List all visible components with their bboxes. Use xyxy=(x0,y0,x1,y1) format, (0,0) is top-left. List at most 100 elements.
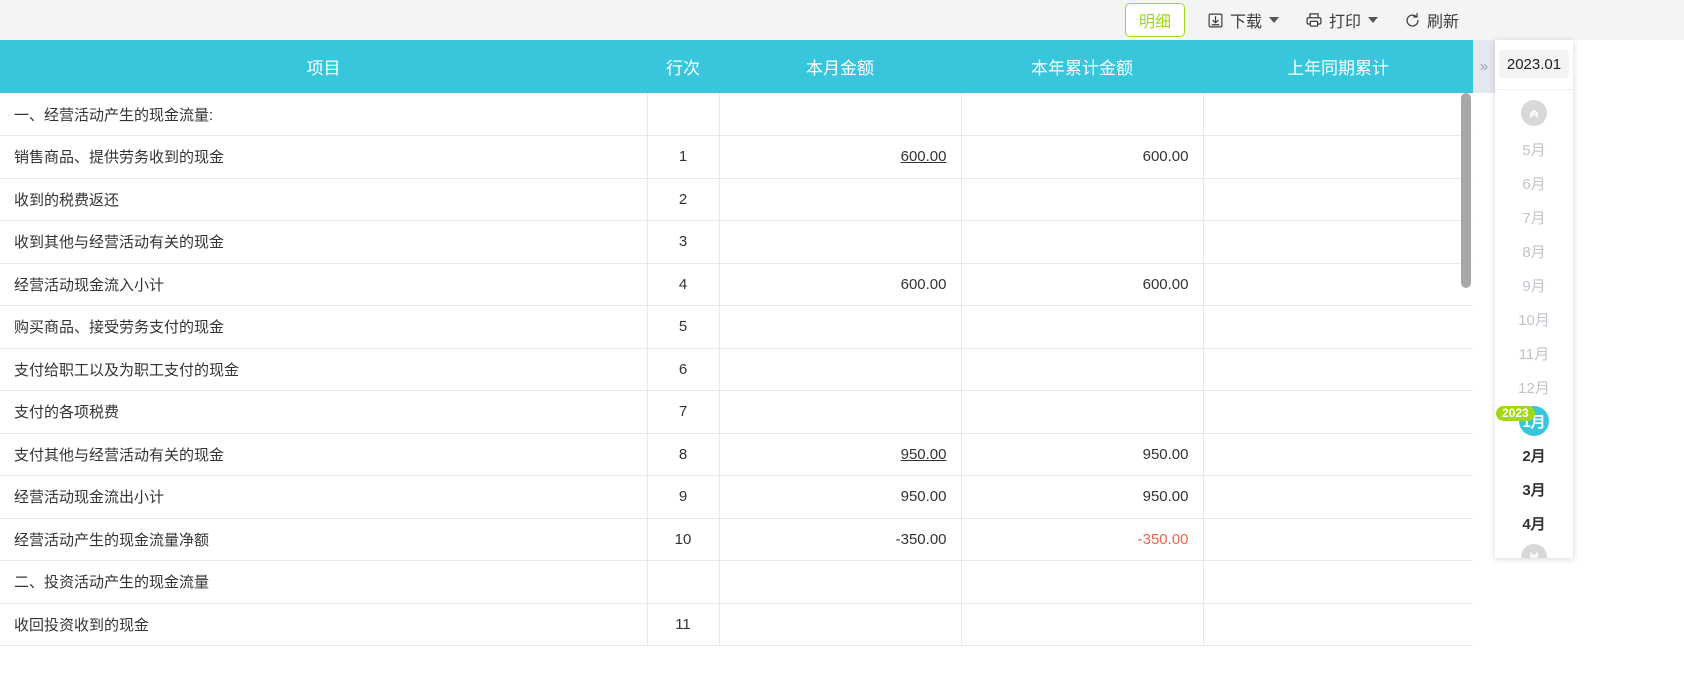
month-item-7月[interactable]: 7月 xyxy=(1495,200,1573,234)
column-header-line-no[interactable]: 行次 xyxy=(647,40,719,93)
cell-ytd-amount xyxy=(961,305,1204,349)
month-label: 11月 xyxy=(1518,345,1550,363)
month-item-1月[interactable]: 2023 1月 xyxy=(1495,404,1573,438)
table-row[interactable]: 经营活动现金流入小计 4 600.00 600.00 xyxy=(0,263,1473,306)
cell-ytd-amount: 600.00 xyxy=(961,263,1204,306)
cell-prev-year-amount xyxy=(1203,518,1473,561)
refresh-button[interactable]: 刷新 xyxy=(1404,8,1459,32)
cell-month-amount[interactable]: 950.00 xyxy=(719,433,962,476)
refresh-icon xyxy=(1404,12,1421,29)
month-item-4月[interactable]: 4月 xyxy=(1495,506,1573,540)
cell-ytd-amount: 600.00 xyxy=(961,135,1204,179)
month-list[interactable]: 5月 6月 7月 8月 9月 10月 11月 12月 2023 1月 2月 3月 4月 xyxy=(1495,90,1573,558)
cell-line-no: 8 xyxy=(647,433,720,476)
table-row[interactable]: 收回投资收到的现金 11 xyxy=(0,603,1473,646)
month-label: 4月 xyxy=(1522,515,1546,533)
table-row[interactable]: 支付其他与经营活动有关的现金 8 950.00 950.00 xyxy=(0,433,1473,476)
cell-prev-year-amount xyxy=(1203,390,1473,434)
column-header-item[interactable]: 项目 xyxy=(0,40,647,93)
period-input[interactable] xyxy=(1499,50,1569,78)
cell-month-amount xyxy=(719,603,962,646)
table-row[interactable]: 经营活动产生的现金流量净额 10 -350.00 -350.00 xyxy=(0,518,1473,561)
amount-link[interactable]: 600.00 xyxy=(900,148,947,166)
cell-ytd-amount xyxy=(961,390,1204,434)
month-label: 5月 xyxy=(1522,141,1546,159)
report-toolbar: 明细 下载 打印 xyxy=(0,0,1684,40)
cell-prev-year-amount xyxy=(1203,220,1473,264)
download-label: 下载 xyxy=(1229,14,1262,31)
year-badge: 2023 xyxy=(1496,406,1535,421)
report-table-container[interactable]: 项目 行次 本月金额 本年累计金额 上年同期累计 一、经营活动产生的现金流量: 销… xyxy=(0,40,1473,693)
collapse-period-panel-button[interactable]: » xyxy=(1473,40,1495,93)
amount-link[interactable]: 950.00 xyxy=(900,445,947,463)
month-item-5月[interactable]: 5月 xyxy=(1495,132,1573,166)
download-menu-button[interactable]: 下载 xyxy=(1207,8,1279,32)
table-row[interactable]: 支付的各项税费 7 xyxy=(0,390,1473,434)
table-header-row: 项目 行次 本月金额 本年累计金额 上年同期累计 xyxy=(0,40,1473,93)
cell-item: 收回投资收到的现金 xyxy=(0,603,648,646)
month-item-9月[interactable]: 9月 xyxy=(1495,268,1573,302)
table-row[interactable]: 支付给职工以及为职工支付的现金 6 xyxy=(0,348,1473,391)
month-item-8月[interactable]: 8月 xyxy=(1495,234,1573,268)
month-label: 6月 xyxy=(1522,175,1546,193)
cell-line-no xyxy=(647,93,720,136)
cell-item: 销售商品、提供劳务收到的现金 xyxy=(0,135,648,179)
cash-flow-table: 项目 行次 本月金额 本年累计金额 上年同期累计 一、经营活动产生的现金流量: 销… xyxy=(0,40,1473,646)
cell-month-amount: 950.00 xyxy=(719,475,962,519)
table-row[interactable]: 收到其他与经营活动有关的现金 3 xyxy=(0,220,1473,264)
printer-icon xyxy=(1305,11,1323,29)
cell-prev-year-amount xyxy=(1203,263,1473,306)
period-divider xyxy=(1495,89,1573,90)
cell-line-no: 5 xyxy=(647,305,720,349)
cell-line-no: 2 xyxy=(647,178,720,221)
month-item-6月[interactable]: 6月 xyxy=(1495,166,1573,200)
cell-line-no: 10 xyxy=(647,518,720,561)
month-item-2月[interactable]: 2月 xyxy=(1495,438,1573,472)
cell-ytd-amount: 950.00 xyxy=(961,433,1204,476)
month-item-10月[interactable]: 10月 xyxy=(1495,302,1573,336)
month-label: 12月 xyxy=(1518,379,1550,397)
column-header-prev-year[interactable]: 上年同期累计 xyxy=(1203,40,1473,93)
table-vertical-scrollbar[interactable] xyxy=(1461,93,1471,693)
cell-line-no: 7 xyxy=(647,390,720,434)
cell-prev-year-amount xyxy=(1203,603,1473,646)
month-scroll-up-button[interactable] xyxy=(1521,100,1547,126)
table-row[interactable]: 一、经营活动产生的现金流量: xyxy=(0,93,1473,136)
cell-ytd-amount xyxy=(961,220,1204,264)
month-label: 8月 xyxy=(1522,243,1546,261)
table-row[interactable]: 经营活动现金流出小计 9 950.00 950.00 xyxy=(0,475,1473,519)
month-item-11月[interactable]: 11月 xyxy=(1495,336,1573,370)
cell-prev-year-amount xyxy=(1203,560,1473,604)
cell-ytd-amount xyxy=(961,603,1204,646)
column-header-month[interactable]: 本月金额 xyxy=(719,40,961,93)
table-row[interactable]: 购买商品、接受劳务支付的现金 5 xyxy=(0,305,1473,349)
month-item-12月[interactable]: 12月 xyxy=(1495,370,1573,404)
cell-month-amount: -350.00 xyxy=(719,518,962,561)
cell-line-no: 11 xyxy=(647,603,720,646)
cell-ytd-amount xyxy=(961,178,1204,221)
cell-ytd-amount: -350.00 xyxy=(961,518,1204,561)
cell-item: 支付的各项税费 xyxy=(0,390,648,434)
month-scroll-down-button[interactable] xyxy=(1521,544,1547,558)
column-header-ytd[interactable]: 本年累计金额 xyxy=(961,40,1203,93)
print-menu-button[interactable]: 打印 xyxy=(1305,8,1378,32)
table-row[interactable]: 销售商品、提供劳务收到的现金 1 600.00 600.00 xyxy=(0,135,1473,179)
cell-month-amount[interactable]: 600.00 xyxy=(719,135,962,179)
table-row[interactable]: 收到的税费返还 2 xyxy=(0,178,1473,221)
detail-button[interactable]: 明细 xyxy=(1124,3,1185,37)
table-row[interactable]: 二、投资活动产生的现金流量 xyxy=(0,560,1473,604)
cell-month-amount xyxy=(719,305,962,349)
month-item-3月[interactable]: 3月 xyxy=(1495,472,1573,506)
cell-ytd-amount xyxy=(961,93,1204,136)
cell-line-no: 9 xyxy=(647,475,720,519)
cell-month-amount xyxy=(719,178,962,221)
detail-button-label: 明细 xyxy=(1138,14,1171,31)
cell-prev-year-amount xyxy=(1203,433,1473,476)
cell-line-no: 4 xyxy=(647,263,720,306)
scrollbar-thumb[interactable] xyxy=(1461,93,1471,288)
cell-item: 经营活动现金流出小计 xyxy=(0,475,648,519)
cell-line-no: 6 xyxy=(647,348,720,391)
cell-item: 购买商品、接受劳务支付的现金 xyxy=(0,305,648,349)
cell-prev-year-amount xyxy=(1203,475,1473,519)
